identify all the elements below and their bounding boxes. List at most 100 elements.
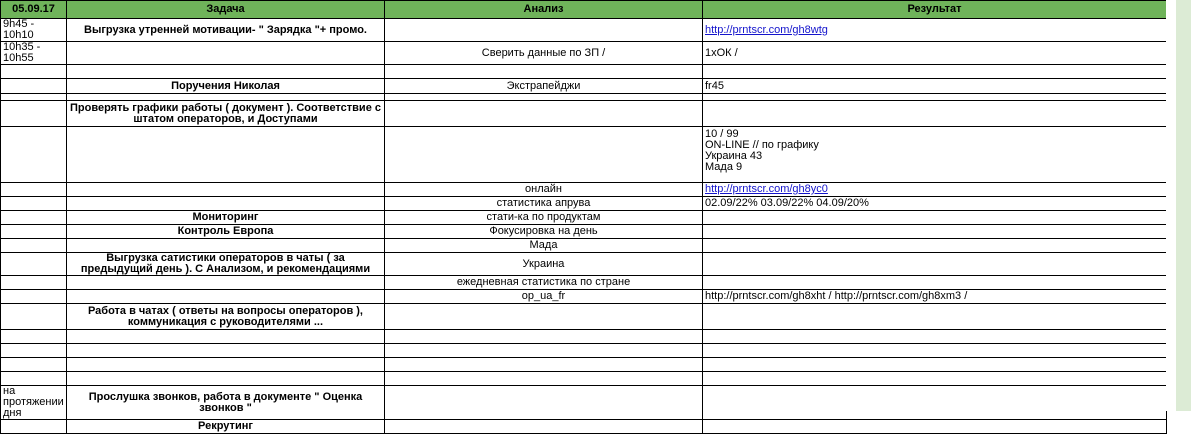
cell-analysis[interactable] bbox=[384, 126, 703, 183]
cell-result[interactable]: 1хОК / bbox=[702, 41, 1167, 65]
cell-time[interactable] bbox=[0, 329, 67, 344]
cell-task[interactable] bbox=[66, 343, 385, 358]
cell-analysis[interactable] bbox=[384, 303, 703, 330]
cell-task[interactable] bbox=[66, 238, 385, 253]
cell-task[interactable] bbox=[66, 371, 385, 386]
schedule-table[interactable]: 05.09.17 Задача Анализ Результат 9h45 - … bbox=[0, 0, 1167, 434]
cell-analysis[interactable] bbox=[384, 18, 703, 42]
cell-result[interactable] bbox=[702, 93, 1167, 101]
cell-time[interactable] bbox=[0, 419, 67, 434]
cell-task[interactable] bbox=[66, 64, 385, 79]
cell-task[interactable] bbox=[66, 126, 385, 183]
cell-result[interactable] bbox=[702, 357, 1167, 372]
cell-time[interactable]: на протяжении дня bbox=[0, 385, 67, 420]
table-row: Поручения Николая Экстрапейджи fr45 bbox=[0, 78, 1167, 94]
cell-task[interactable]: Проверять графики работы ( документ ). С… bbox=[66, 100, 385, 127]
cell-analysis[interactable] bbox=[384, 329, 703, 344]
cell-analysis[interactable]: Украина bbox=[384, 252, 703, 276]
cell-result-link[interactable]: http://prntscr.com/gh8wtg bbox=[702, 18, 1167, 42]
cell-task[interactable] bbox=[66, 329, 385, 344]
cell-task[interactable]: Выгрузка утренней мотивации- " Зарядка "… bbox=[66, 18, 385, 42]
cell-analysis[interactable] bbox=[384, 357, 703, 372]
cell-time[interactable]: 10h35 - 10h55 bbox=[0, 41, 67, 65]
cell-time[interactable] bbox=[0, 343, 67, 358]
cell-analysis[interactable] bbox=[384, 64, 703, 79]
right-edge-highlight bbox=[1176, 0, 1191, 411]
cell-task[interactable] bbox=[66, 93, 385, 101]
cell-time[interactable] bbox=[0, 210, 67, 225]
cell-task[interactable]: Выгрузка сатистики операторов в чаты ( з… bbox=[66, 252, 385, 276]
cell-result[interactable]: 02.09/22% 03.09/22% 04.09/20% bbox=[702, 196, 1167, 211]
cell-result[interactable] bbox=[702, 275, 1167, 290]
cell-task[interactable] bbox=[66, 41, 385, 65]
cell-result[interactable] bbox=[702, 64, 1167, 79]
cell-analysis[interactable] bbox=[384, 343, 703, 358]
cell-task[interactable] bbox=[66, 289, 385, 304]
cell-task[interactable]: Поручения Николая bbox=[66, 78, 385, 94]
cell-analysis[interactable]: стати-ка по продуктам bbox=[384, 210, 703, 225]
header-cell-result[interactable]: Результат bbox=[702, 0, 1167, 19]
table-row bbox=[0, 64, 1167, 79]
cell-task[interactable]: Рекрутинг bbox=[66, 419, 385, 434]
cell-time[interactable] bbox=[0, 371, 67, 386]
cell-result-link[interactable]: http://prntscr.com/gh8yc0 bbox=[702, 182, 1167, 197]
cell-analysis[interactable] bbox=[384, 100, 703, 127]
cell-time[interactable] bbox=[0, 196, 67, 211]
cell-result[interactable] bbox=[702, 224, 1167, 239]
table-row: Контроль Европа Фокусировка на день bbox=[0, 224, 1167, 239]
cell-result[interactable] bbox=[702, 419, 1167, 434]
cell-time[interactable] bbox=[0, 238, 67, 253]
cell-result[interactable] bbox=[702, 371, 1167, 386]
cell-time[interactable] bbox=[0, 93, 67, 101]
cell-result[interactable]: fr45 bbox=[702, 78, 1167, 94]
cell-result[interactable] bbox=[702, 329, 1167, 344]
header-cell-date[interactable]: 05.09.17 bbox=[0, 0, 67, 19]
cell-time[interactable] bbox=[0, 289, 67, 304]
cell-time[interactable] bbox=[0, 303, 67, 330]
cell-analysis[interactable]: Сверить данные по ЗП / bbox=[384, 41, 703, 65]
cell-result[interactable]: http://prntscr.com/gh8xht / http://prnts… bbox=[702, 289, 1167, 304]
cell-task[interactable]: Мониторинг bbox=[66, 210, 385, 225]
cell-result[interactable] bbox=[702, 385, 1167, 420]
cell-result[interactable] bbox=[702, 343, 1167, 358]
cell-time[interactable] bbox=[0, 182, 67, 197]
cell-analysis[interactable]: Фокусировка на день bbox=[384, 224, 703, 239]
cell-time[interactable] bbox=[0, 357, 67, 372]
cell-task[interactable] bbox=[66, 357, 385, 372]
cell-analysis[interactable]: Мада bbox=[384, 238, 703, 253]
cell-result[interactable] bbox=[702, 100, 1167, 127]
cell-time[interactable] bbox=[0, 100, 67, 127]
cell-time[interactable] bbox=[0, 64, 67, 79]
cell-result-block[interactable]: 10 / 99 ON-LINE // по графику Украина 43… bbox=[702, 126, 1167, 183]
cell-analysis[interactable] bbox=[384, 419, 703, 434]
cell-task[interactable] bbox=[66, 196, 385, 211]
cell-analysis[interactable]: ежедневная статистика по стране bbox=[384, 275, 703, 290]
cell-task[interactable]: Контроль Европа bbox=[66, 224, 385, 239]
cell-time[interactable]: 9h45 - 10h10 bbox=[0, 18, 67, 42]
table-row: 9h45 - 10h10 Выгрузка утренней мотивации… bbox=[0, 18, 1167, 42]
header-cell-analysis[interactable]: Анализ bbox=[384, 0, 703, 19]
cell-time[interactable] bbox=[0, 126, 67, 183]
cell-time[interactable] bbox=[0, 78, 67, 94]
cell-time[interactable] bbox=[0, 252, 67, 276]
cell-task[interactable] bbox=[66, 275, 385, 290]
cell-result[interactable] bbox=[702, 238, 1167, 253]
cell-time[interactable] bbox=[0, 224, 67, 239]
header-cell-task[interactable]: Задача bbox=[66, 0, 385, 19]
table-row: Рекрутинг bbox=[0, 419, 1167, 434]
cell-task[interactable] bbox=[66, 182, 385, 197]
cell-analysis[interactable]: op_ua_fr bbox=[384, 289, 703, 304]
cell-analysis[interactable]: Экстрапейджи bbox=[384, 78, 703, 94]
cell-result[interactable] bbox=[702, 252, 1167, 276]
cell-analysis[interactable]: статистика апрува bbox=[384, 196, 703, 211]
cell-analysis[interactable] bbox=[384, 385, 703, 420]
cell-result[interactable] bbox=[702, 210, 1167, 225]
cell-analysis[interactable] bbox=[384, 371, 703, 386]
cell-analysis[interactable]: онлайн bbox=[384, 182, 703, 197]
cell-task[interactable]: Прослушка звонков, работа в документе " … bbox=[66, 385, 385, 420]
cell-task[interactable]: Работа в чатах ( ответы на вопросы опера… bbox=[66, 303, 385, 330]
cell-result[interactable] bbox=[702, 303, 1167, 330]
cell-analysis[interactable] bbox=[384, 93, 703, 101]
cell-time[interactable] bbox=[0, 275, 67, 290]
